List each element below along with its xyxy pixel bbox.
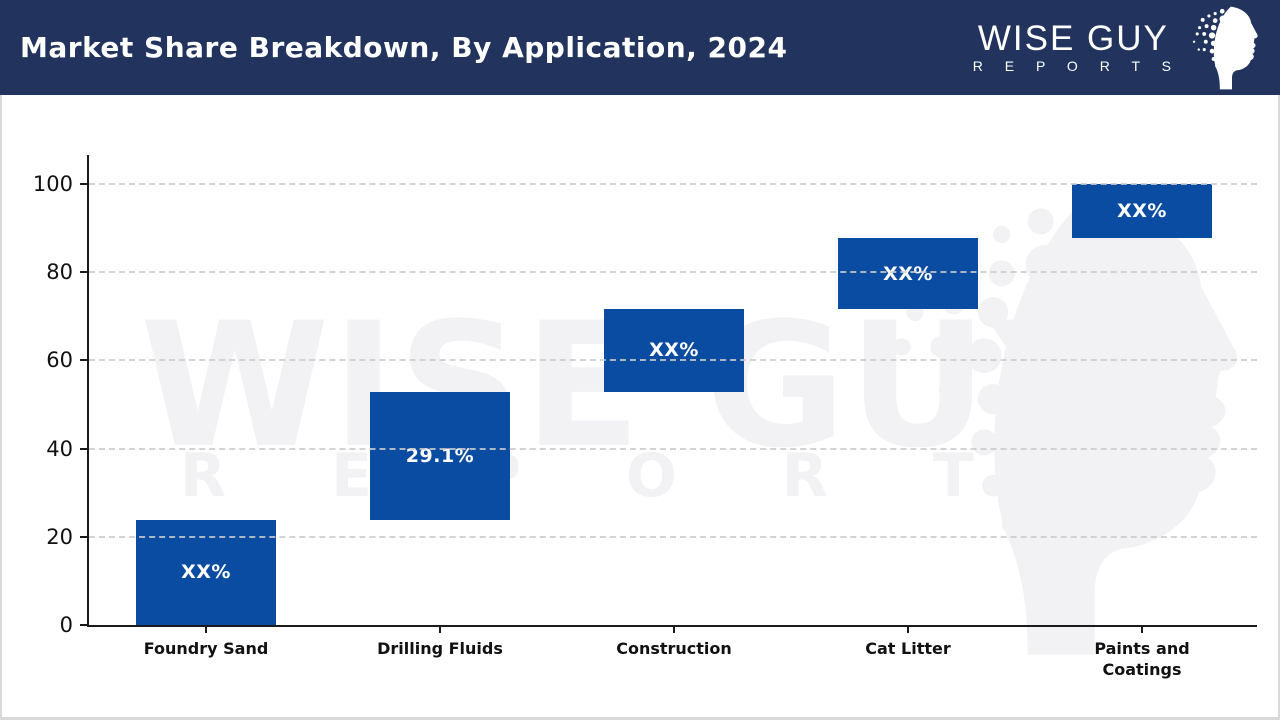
x-tick-mark [907, 625, 909, 633]
x-category-label: Construction [616, 639, 732, 658]
x-category-label: Foundry Sand [143, 639, 269, 658]
wise-guy-logo: WISE GUY R E P O R T S [967, 0, 1262, 95]
chart-canvas: WISE GUY R E P O R T S 0 20 40 60 80 100 XX% Fo… [0, 95, 1280, 720]
bar-value-label: XX% [1117, 199, 1167, 222]
y-tick-label: 0 [59, 613, 73, 637]
logo-wordmark: WISE GUY [977, 19, 1169, 58]
bar-value-label: XX% [649, 339, 699, 362]
header-bar: Market Share Breakdown, By Application, … [0, 0, 1280, 95]
y-tick-mark [80, 182, 87, 185]
y-tick-label: 40 [46, 436, 73, 461]
y-tick-mark [80, 624, 87, 626]
bar-value-label: XX% [883, 262, 933, 285]
waterfall-bar: XX% [1072, 183, 1212, 239]
x-tick-mark [1141, 625, 1143, 633]
y-tick-mark [80, 447, 87, 450]
y-tick-label: 100 [32, 171, 73, 196]
bar-value-label: 29.1% [405, 444, 475, 467]
bar-value-label: XX% [181, 561, 231, 584]
gridline-80 [89, 271, 1257, 273]
y-tick-label: 80 [46, 260, 73, 284]
logo-subtitle: R E P O R T S [972, 58, 1180, 74]
x-tick-mark [205, 625, 207, 633]
x-tick-mark [673, 625, 675, 633]
y-tick-label: 60 [46, 348, 73, 373]
y-tick-mark [80, 535, 87, 538]
dotted-head-logo-icon [1192, 6, 1258, 89]
y-tick-label: 20 [46, 524, 73, 549]
x-category-label: Drilling Fluids [377, 639, 503, 658]
y-tick-mark [80, 271, 87, 273]
y-tick-mark [80, 359, 87, 362]
chart-title: Market Share Breakdown, By Application, … [20, 31, 788, 64]
plot-area: 0 20 40 60 80 100 XX% Foundry Sand 29.1% Drilling… [33, 155, 1257, 679]
logo-text: WISE GUY R E P O R T S [967, 21, 1180, 74]
waterfall-bar: XX% [604, 309, 744, 392]
gridline-40 [89, 447, 1257, 450]
waterfall-bar: XX% [838, 238, 978, 310]
waterfall-bar: XX% [136, 519, 276, 625]
waterfall-bar: 29.1% [370, 391, 510, 520]
x-category-label: Paints and Coatings [1094, 639, 1190, 679]
x-tick-mark [439, 625, 441, 633]
x-category-label: Cat Litter [865, 639, 951, 658]
